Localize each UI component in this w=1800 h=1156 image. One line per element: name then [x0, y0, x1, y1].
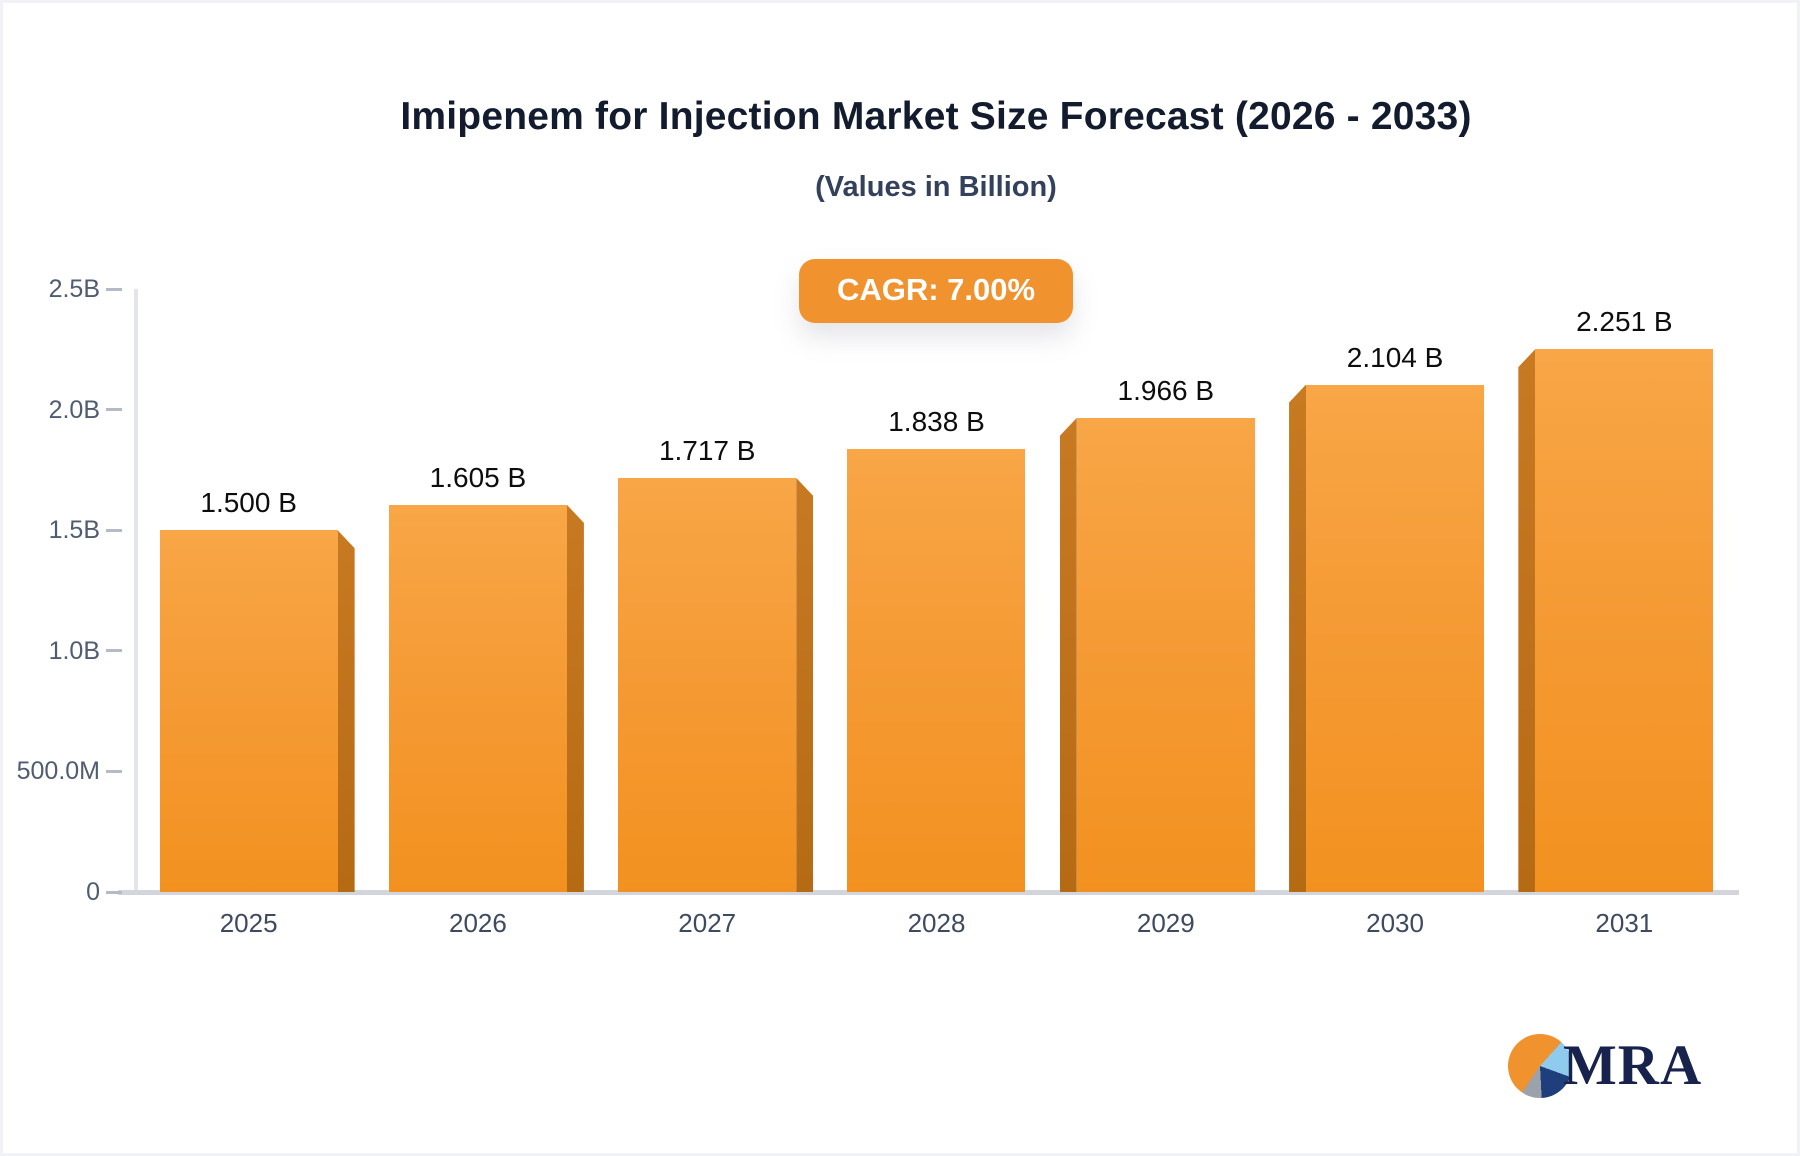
y-axis-tick-label: 2.0B [48, 395, 100, 424]
y-axis-tick-label: 2.5B [48, 275, 100, 303]
bar-face [847, 448, 1026, 892]
x-axis-label: 2028 [907, 908, 966, 938]
bar-side-face [337, 530, 355, 892]
bar-face [1306, 384, 1485, 892]
x-axis-label: 2026 [449, 908, 507, 938]
bar-face [388, 504, 567, 892]
plot-area [134, 289, 1739, 892]
bar-value-label: 2.251 B [1576, 306, 1673, 338]
bar [1051, 289, 1280, 892]
bar-value-label: 1.717 B [658, 434, 756, 466]
y-axis-line [134, 289, 138, 892]
y-axis-tick-label: 0 [86, 878, 100, 906]
bar-value-label: 1.500 B [200, 487, 297, 519]
bar [593, 289, 822, 892]
bar-value-label: 1.838 B [888, 405, 985, 437]
bar-face [1076, 417, 1255, 892]
bar-face [618, 477, 797, 892]
y-axis-tick-mark [106, 649, 122, 653]
brand-logo: MRA [1508, 1033, 1702, 1098]
bar [822, 289, 1051, 892]
bar-face [1535, 349, 1714, 892]
chart-title: Imipenem for Injection Market Size Forec… [400, 95, 1472, 138]
y-axis-tick-label: 500.0M [16, 757, 100, 786]
x-axis-label: 2030 [1366, 908, 1424, 938]
bar [363, 289, 592, 892]
y-axis-tick-label: 1.5B [48, 516, 100, 545]
y-axis-tick-mark [106, 287, 122, 291]
logo-text: MRA [1563, 1034, 1703, 1097]
x-axis-label: 2031 [1595, 908, 1654, 938]
bar-value-label: 1.966 B [1117, 374, 1215, 406]
x-axis-label: 2025 [219, 908, 278, 938]
bar [134, 289, 363, 892]
bar-side-face [1289, 384, 1307, 892]
bar-side-face [1518, 349, 1536, 892]
y-axis-tick-mark [106, 528, 122, 532]
bar [1280, 289, 1509, 892]
bar-value-label: 1.605 B [429, 461, 527, 493]
y-axis-tick-label: 1.0B [48, 636, 100, 665]
cagr-badge: CAGR: 7.00% [798, 259, 1074, 323]
bar [1510, 289, 1739, 892]
y-axis-tick-mark [106, 769, 122, 773]
x-axis-label: 2029 [1136, 908, 1195, 938]
bar-value-label: 2.104 B [1346, 341, 1444, 373]
x-axis-label: 2027 [678, 908, 737, 938]
bar-side-face [566, 504, 584, 892]
cagr-badge-container: CAGR: 7.00% [133, 259, 1739, 323]
y-axis-tick-mark [106, 408, 122, 412]
bar-side-face [796, 477, 814, 892]
chart-subtitle: (Values in Billion) [815, 171, 1057, 203]
bar-side-face [1059, 417, 1077, 892]
bar-face [159, 530, 338, 892]
x-axis-baseline [118, 890, 1739, 895]
y-axis-tick-mark [106, 890, 122, 894]
pie-chart-logo-icon [1508, 1033, 1572, 1098]
